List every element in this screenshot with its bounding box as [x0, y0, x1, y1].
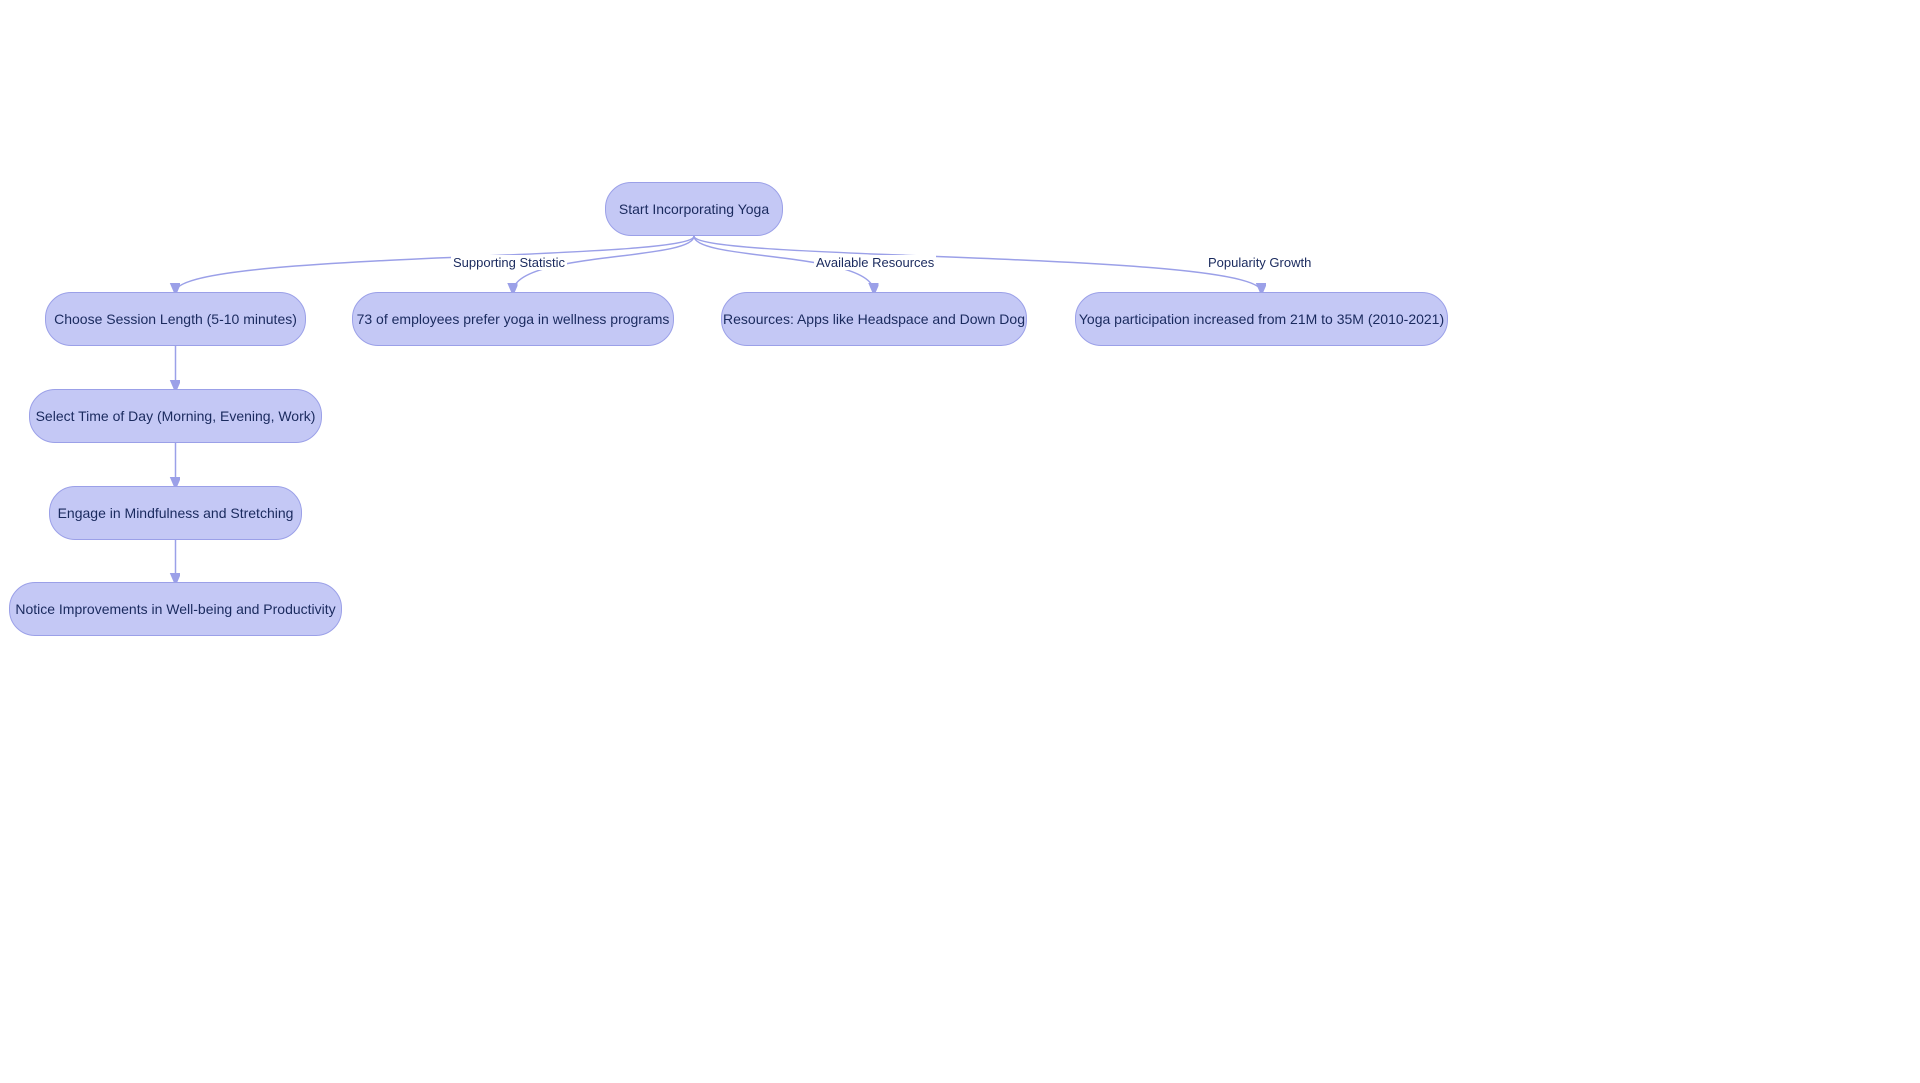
node-session: Choose Session Length (5-10 minutes)	[45, 292, 306, 346]
node-label: Engage in Mindfulness and Stretching	[58, 505, 294, 521]
edge-label-root-resources: Available Resources	[814, 255, 936, 270]
edge-label-root-stat: Supporting Statistic	[451, 255, 567, 270]
node-label: Choose Session Length (5-10 minutes)	[54, 311, 297, 327]
edge-layer	[0, 0, 1920, 1083]
node-stat: 73 of employees prefer yoga in wellness …	[352, 292, 674, 346]
node-label: Start Incorporating Yoga	[619, 201, 769, 217]
node-label: Resources: Apps like Headspace and Down …	[723, 311, 1025, 327]
node-label: 73 of employees prefer yoga in wellness …	[357, 311, 670, 327]
node-resources: Resources: Apps like Headspace and Down …	[721, 292, 1027, 346]
node-notice: Notice Improvements in Well-being and Pr…	[9, 582, 342, 636]
node-label: Yoga participation increased from 21M to…	[1079, 311, 1444, 327]
node-label: Notice Improvements in Well-being and Pr…	[15, 601, 335, 617]
node-label: Select Time of Day (Morning, Evening, Wo…	[36, 408, 316, 424]
edge-root-session	[176, 236, 695, 292]
edge-label-root-popularity: Popularity Growth	[1206, 255, 1313, 270]
edge-root-popularity	[694, 236, 1262, 292]
node-popularity: Yoga participation increased from 21M to…	[1075, 292, 1448, 346]
node-engage: Engage in Mindfulness and Stretching	[49, 486, 302, 540]
node-root: Start Incorporating Yoga	[605, 182, 783, 236]
node-timeofday: Select Time of Day (Morning, Evening, Wo…	[29, 389, 322, 443]
